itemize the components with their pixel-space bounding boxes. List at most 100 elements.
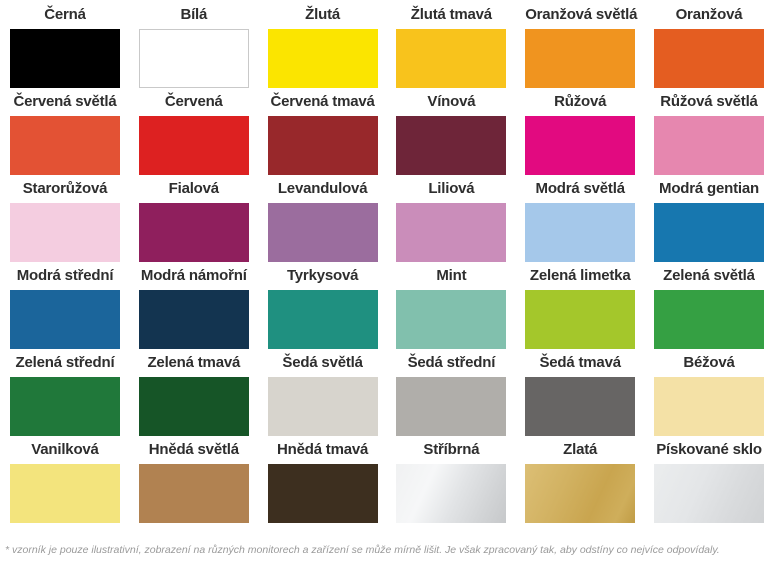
swatch-cell: Levandulová: [267, 179, 378, 262]
color-label: Starorůžová: [22, 180, 108, 197]
color-swatch: [525, 29, 636, 88]
color-swatch: [653, 29, 764, 88]
swatch-cell: Zelená střední: [10, 353, 120, 436]
color-label: Modrá světlá: [535, 180, 626, 197]
color-label: Vanilková: [31, 441, 99, 458]
swatch-cell: Šedá tmavá: [525, 353, 636, 436]
color-label: Vínová: [427, 93, 476, 110]
color-label: Šedá světlá: [282, 354, 363, 371]
swatch-cell: Růžová: [525, 92, 636, 175]
color-label: Žlutá tmavá: [410, 6, 492, 23]
color-label: Pískované sklo: [656, 441, 762, 458]
swatch-cell: Liliová: [396, 179, 507, 262]
color-label: Červená tmavá: [270, 93, 375, 110]
swatch-cell: Hnědá tmavá: [267, 440, 378, 523]
swatch-cell: Šedá střední: [396, 353, 507, 436]
color-swatch: [267, 203, 378, 262]
color-swatch: [396, 29, 507, 88]
color-label: Levandulová: [277, 180, 368, 197]
color-swatch: [396, 290, 507, 349]
color-label: Liliová: [428, 180, 475, 197]
color-label: Béžová: [683, 354, 735, 371]
color-label: Oranžová: [675, 6, 743, 23]
disclaimer-note: * vzorník je pouze ilustrativní, zobraze…: [5, 544, 720, 556]
swatch-cell: Fialová: [138, 179, 249, 262]
color-label: Fialová: [168, 180, 219, 197]
swatch-cell: Modrá námořní: [138, 266, 249, 349]
swatch-cell: Oranžová světlá: [525, 5, 638, 88]
color-swatch: [138, 290, 249, 349]
color-swatch: [396, 377, 507, 436]
color-swatch: [138, 29, 249, 88]
color-swatch: [10, 290, 120, 349]
color-swatch: [10, 203, 120, 262]
color-swatch: [653, 116, 764, 175]
color-label: Žlutá: [305, 6, 341, 23]
color-swatch-grid: Černá Bílá Žlutá Žlutá tmavá Oranžová světlá…: [10, 5, 764, 523]
color-label: Černá: [44, 6, 86, 23]
color-swatch: [10, 377, 120, 436]
color-swatch: [10, 116, 120, 175]
color-swatch: [267, 377, 378, 436]
color-swatch: [138, 464, 249, 523]
color-swatch: [525, 290, 636, 349]
color-swatch: [525, 377, 636, 436]
color-label: Zlatá: [563, 441, 598, 458]
swatch-cell: Tyrkysová: [267, 266, 378, 349]
color-label: Růžová: [554, 93, 607, 110]
swatch-cell: Červená: [138, 92, 249, 175]
swatch-cell: Béžová: [653, 353, 764, 436]
color-label: Mint: [436, 267, 467, 284]
swatch-cell: Červená světlá: [10, 92, 120, 175]
color-swatch: [396, 464, 507, 523]
color-swatch: [653, 290, 764, 349]
swatch-cell: Modrá střední: [10, 266, 120, 349]
swatch-cell: Zelená světlá: [653, 266, 764, 349]
swatch-cell: Hnědá světlá: [138, 440, 249, 523]
color-label: Modrá námořní: [140, 267, 247, 284]
color-swatch: [138, 377, 249, 436]
color-label: Modrá střední: [16, 267, 114, 284]
color-swatch: [525, 203, 636, 262]
color-swatch: [267, 464, 378, 523]
swatch-cell: Vínová: [396, 92, 507, 175]
color-swatch: [138, 116, 249, 175]
swatch-cell: Šedá světlá: [267, 353, 378, 436]
swatch-cell: Zelená tmavá: [138, 353, 249, 436]
color-label: Modrá gentian: [659, 180, 759, 197]
color-swatch: [138, 203, 249, 262]
color-label: Oranžová světlá: [525, 6, 638, 23]
color-label: Růžová světlá: [660, 93, 758, 110]
swatch-cell: Vanilková: [10, 440, 120, 523]
swatch-cell: Žlutá: [267, 5, 378, 88]
color-swatch: [267, 116, 378, 175]
color-swatch: [653, 377, 764, 436]
color-label: Hnědá světlá: [148, 441, 239, 458]
color-swatch: [525, 464, 636, 523]
swatch-cell: Mint: [396, 266, 507, 349]
color-label: Zelená střední: [15, 354, 115, 371]
swatch-cell: Pískované sklo: [653, 440, 764, 523]
color-label: Červená: [164, 93, 223, 110]
swatch-cell: Modrá světlá: [525, 179, 636, 262]
color-swatch: [10, 464, 120, 523]
swatch-cell: Červená tmavá: [267, 92, 378, 175]
color-swatch: [396, 203, 507, 262]
color-label: Červená světlá: [13, 93, 117, 110]
swatch-cell: Žlutá tmavá: [396, 5, 507, 88]
color-swatch: [525, 116, 636, 175]
color-swatch: [267, 29, 378, 88]
swatch-cell: Oranžová: [653, 5, 764, 88]
color-swatch: [653, 203, 764, 262]
swatch-cell: Černá: [10, 5, 120, 88]
color-swatch: [653, 464, 764, 523]
swatch-cell: Stříbrná: [396, 440, 507, 523]
color-swatch: [10, 29, 120, 88]
color-label: Zelená limetka: [529, 267, 631, 284]
color-label: Bílá: [180, 6, 208, 23]
color-label: Šedá tmavá: [539, 354, 621, 371]
color-label: Zelená světlá: [663, 267, 755, 284]
color-label: Hnědá tmavá: [277, 441, 369, 458]
swatch-cell: Zelená limetka: [525, 266, 636, 349]
